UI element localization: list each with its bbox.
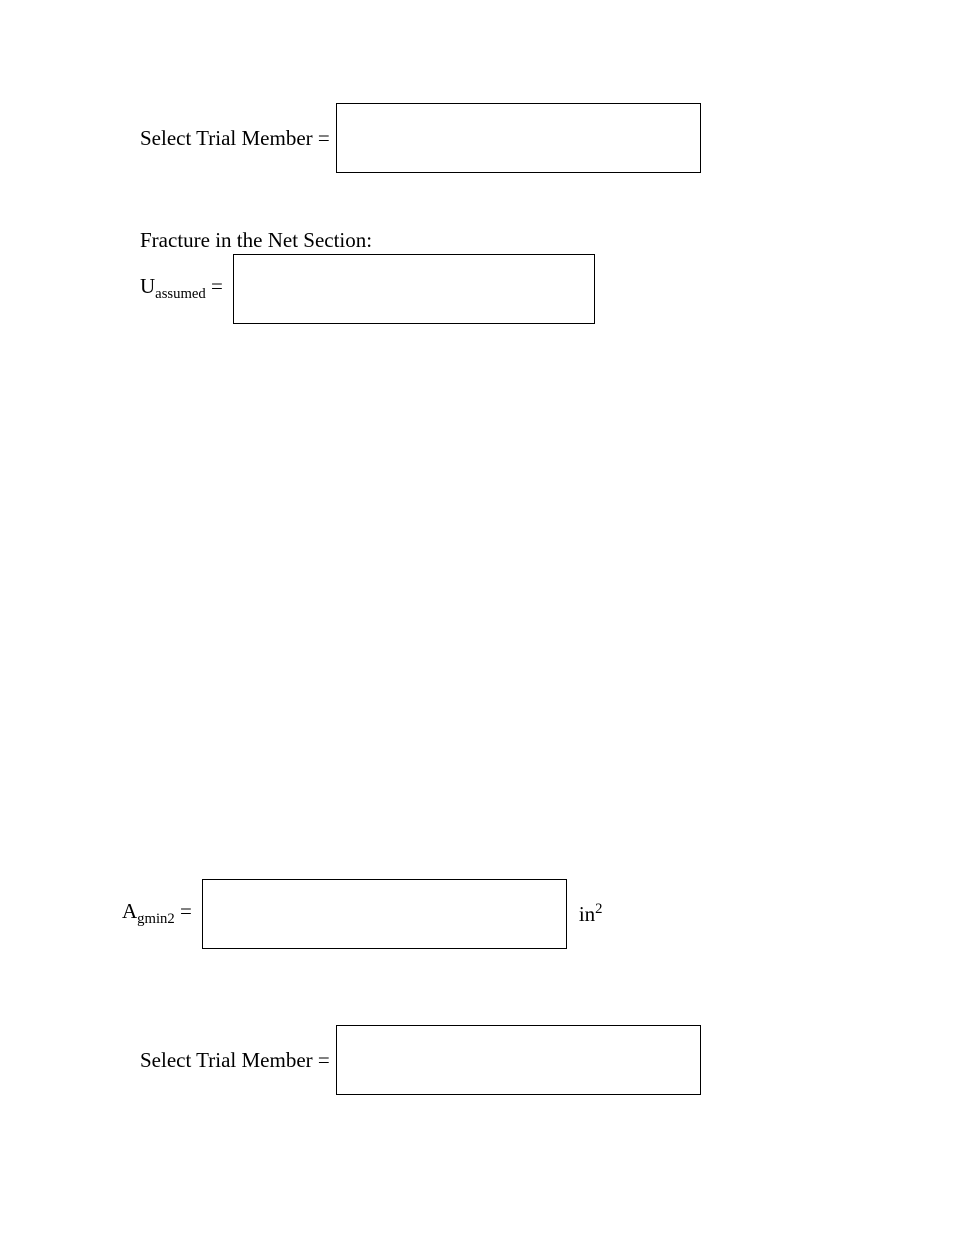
input-box-u-assumed[interactable]: [233, 254, 595, 324]
input-box-trial-member-2[interactable]: [336, 1025, 701, 1095]
label-u-assumed: Uassumed =: [140, 274, 223, 303]
label-select-trial-member-1: Select Trial Member =: [140, 126, 330, 151]
label-a-gmin2-main: A: [122, 899, 137, 923]
row-u-assumed: Uassumed =: [140, 254, 595, 324]
unit-in-prefix: in: [579, 902, 595, 926]
label-a-gmin2-sub: gmin2: [137, 912, 175, 928]
row-select-trial-member-2: Select Trial Member =: [140, 1025, 701, 1095]
input-box-trial-member-1[interactable]: [336, 103, 701, 173]
label-select-trial-member-2: Select Trial Member =: [140, 1048, 330, 1073]
worksheet-page: Select Trial Member = Fracture in the Ne…: [0, 0, 960, 1251]
row-a-gmin2: Agmin2 = in2: [122, 879, 603, 949]
heading-fracture-net-section: Fracture in the Net Section:: [140, 228, 372, 253]
label-u-assumed-main: U: [140, 274, 155, 298]
unit-in-sup: 2: [595, 901, 602, 917]
row-select-trial-member-1: Select Trial Member =: [140, 103, 701, 173]
label-u-assumed-sub: assumed: [155, 287, 206, 303]
unit-in-squared: in2: [579, 901, 603, 927]
label-a-gmin2-suffix: =: [175, 899, 192, 923]
label-u-assumed-suffix: =: [206, 274, 223, 298]
label-a-gmin2: Agmin2 =: [122, 899, 192, 928]
input-box-a-gmin2[interactable]: [202, 879, 567, 949]
